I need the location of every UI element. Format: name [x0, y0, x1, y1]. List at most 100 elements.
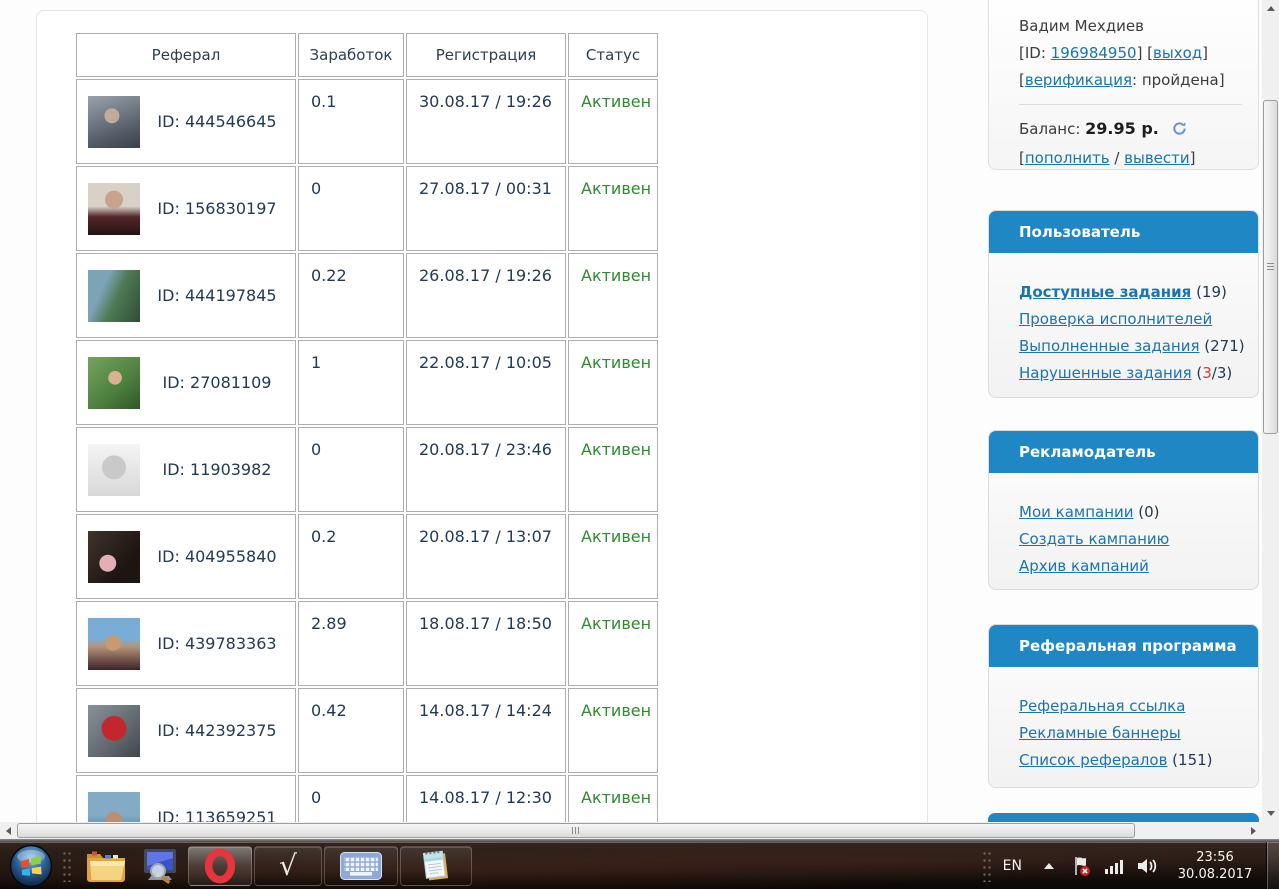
sqrt-app-button[interactable]: √	[254, 845, 322, 886]
topup-link[interactable]: пополнить	[1024, 149, 1110, 167]
menu-item-check-performers: Проверка исполнителей	[1019, 306, 1258, 333]
referrals-table: Реферал Заработок Регистрация Статус ID:…	[74, 31, 660, 842]
table-row: ID: 11903982 0 20.08.17 / 23:46 Активен	[76, 427, 658, 512]
horizontal-scrollbar[interactable]	[0, 822, 1262, 839]
registration-value: 20.08.17 / 13:07	[406, 514, 566, 599]
table-row: ID: 439783363 2.89 18.08.17 / 18:50 Акти…	[76, 601, 658, 686]
referral-link-link[interactable]: Реферальная ссылка	[1019, 697, 1186, 715]
table-row: ID: 442392375 0.42 14.08.17 / 14:24 Акти…	[76, 688, 658, 773]
user-id-line: [ID: 196984950] [выход]	[1019, 40, 1242, 67]
status-badge: Активен	[568, 427, 658, 512]
withdraw-link[interactable]: вывести	[1124, 149, 1190, 167]
network-signal-icon[interactable]	[1104, 857, 1124, 875]
status-badge: Активен	[568, 340, 658, 425]
window-bottom-edge	[0, 839, 1279, 842]
avatar	[88, 617, 140, 670]
start-button[interactable]	[8, 843, 54, 889]
referral-list-link[interactable]: Список рефералов	[1019, 751, 1168, 769]
logout-link[interactable]: выход	[1153, 44, 1203, 62]
scrollbar-corner	[1262, 822, 1279, 839]
avatar	[88, 704, 140, 757]
volume-icon[interactable]	[1136, 856, 1158, 876]
referral-id: ID: 442392375	[157, 721, 277, 740]
earnings-value: 0	[298, 427, 404, 512]
earnings-value: 0.22	[298, 253, 404, 338]
user-id-link[interactable]: 196984950	[1050, 44, 1137, 62]
notepad-button[interactable]	[400, 845, 472, 886]
windows-logo-icon	[9, 844, 53, 887]
scroll-up-button[interactable]	[1262, 0, 1279, 17]
section-title: Рекламодатель	[989, 431, 1258, 473]
status-badge: Активен	[568, 79, 658, 164]
avatar	[88, 356, 140, 409]
menu-item-available-tasks: Доступные задания (19)	[1019, 279, 1258, 306]
opera-icon	[204, 848, 236, 883]
count-badge: (151)	[1167, 751, 1213, 769]
earnings-value: 0.1	[298, 79, 404, 164]
menu-item-completed-tasks: Выполненные задания (271)	[1019, 333, 1258, 360]
opera-browser-button[interactable]	[188, 845, 252, 886]
horizontal-scrollbar-thumb[interactable]	[17, 823, 1135, 838]
verification-link[interactable]: верификация	[1024, 71, 1133, 89]
check-performers-link[interactable]: Проверка исполнителей	[1019, 310, 1213, 328]
tray-clock[interactable]: 23:56 30.08.2017	[1172, 849, 1258, 883]
avatar	[88, 95, 140, 148]
referral-id: ID: 439783363	[157, 634, 277, 653]
divider	[1019, 104, 1242, 105]
referral-id: ID: 404955840	[157, 547, 277, 566]
show-hidden-icons-arrow[interactable]	[1044, 862, 1054, 869]
refresh-balance-icon[interactable]	[1172, 118, 1187, 145]
violations-count-red: 3	[1202, 364, 1212, 382]
tray-time: 23:56	[1196, 849, 1234, 865]
col-header-earnings: Заработок	[298, 33, 404, 77]
scroll-left-button[interactable]	[0, 822, 17, 839]
section-referral-program: Реферальная программа Реферальная ссылка…	[988, 624, 1259, 788]
bracket: [	[1019, 71, 1025, 89]
computer-search-icon[interactable]	[137, 846, 183, 886]
tray-date: 30.08.2017	[1177, 866, 1253, 882]
taskbar: √	[0, 842, 1279, 889]
tray-grip[interactable]	[981, 849, 991, 882]
create-campaign-link[interactable]: Создать кампанию	[1019, 530, 1170, 548]
vertical-scrollbar-thumb[interactable]	[1263, 100, 1278, 434]
balance-value: 29.95 р.	[1085, 119, 1159, 138]
referral-id: ID: 444197845	[157, 286, 277, 305]
section-advertiser: Рекламодатель Мои кампании (0) Создать к…	[988, 430, 1259, 590]
referrals-panel: Реферал Заработок Регистрация Статус ID:…	[36, 10, 928, 842]
scroll-down-button[interactable]	[1262, 805, 1279, 822]
my-campaigns-link[interactable]: Мои кампании	[1019, 503, 1134, 521]
avatar	[88, 182, 140, 235]
explorer-folder-icon[interactable]	[83, 846, 129, 886]
table-row: ID: 404955840 0.2 20.08.17 / 13:07 Актив…	[76, 514, 658, 599]
count-badge: (271)	[1199, 337, 1245, 355]
referral-id: ID: 156830197	[157, 199, 277, 218]
language-indicator[interactable]: EN	[1002, 857, 1022, 874]
violated-tasks-link[interactable]: Нарушенные задания	[1019, 364, 1192, 382]
balance-label: Баланс:	[1019, 120, 1086, 138]
taskbar-grip[interactable]	[62, 849, 71, 882]
ad-banners-link[interactable]: Рекламные баннеры	[1019, 724, 1181, 742]
referral-id: ID: 11903982	[162, 460, 272, 479]
vertical-scrollbar[interactable]	[1262, 0, 1279, 822]
available-tasks-link[interactable]: Доступные задания	[1019, 283, 1192, 301]
campaign-archive-link[interactable]: Архив кампаний	[1019, 557, 1149, 575]
action-center-flag-icon[interactable]	[1072, 855, 1092, 877]
onscreen-keyboard-button[interactable]	[324, 845, 398, 886]
bracket: ]	[1202, 44, 1209, 62]
count-badge: (3/3)	[1191, 364, 1233, 382]
menu-item-campaign-archive: Архив кампаний	[1019, 553, 1258, 580]
avatar	[88, 530, 140, 583]
keyboard-icon	[340, 851, 382, 880]
earnings-value: 0	[298, 166, 404, 251]
menu-item-create-campaign: Создать кампанию	[1019, 526, 1258, 553]
completed-tasks-link[interactable]: Выполненные задания	[1019, 337, 1200, 355]
registration-value: 26.08.17 / 19:26	[406, 253, 566, 338]
col-header-status: Статус	[568, 33, 658, 77]
col-header-registration: Регистрация	[406, 33, 566, 77]
user-info-panel: Вадим Мехдиев [ID: 196984950] [выход] [в…	[988, 0, 1259, 170]
bracket: [ID:	[1019, 44, 1051, 62]
separator: /	[1109, 149, 1125, 167]
show-desktop-button[interactable]	[1266, 842, 1279, 889]
scroll-right-button[interactable]	[1245, 822, 1262, 839]
